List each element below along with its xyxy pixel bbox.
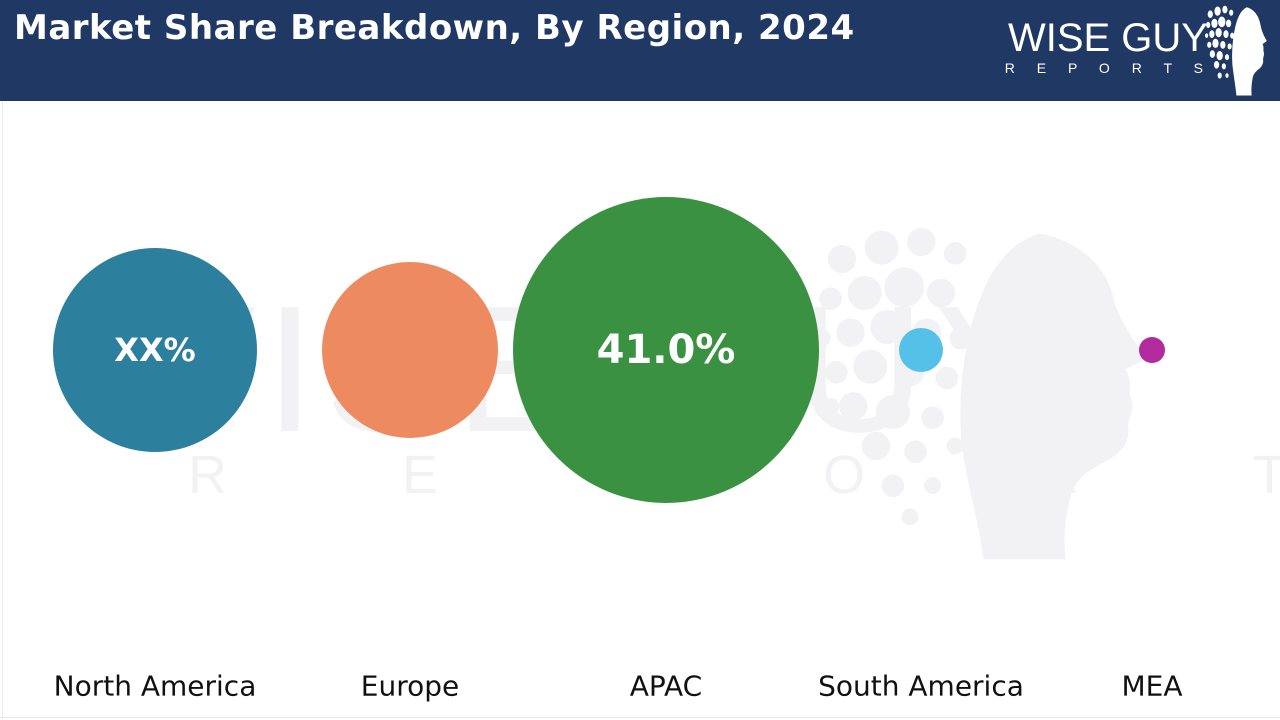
category-label-apac: APAC bbox=[629, 669, 703, 703]
chart-bottom-spine bbox=[0, 717, 1280, 718]
bubble-north-america: XX% bbox=[53, 248, 257, 452]
chart-left-spine bbox=[2, 101, 3, 718]
category-label-south-america: South America bbox=[818, 669, 1024, 703]
brand-subtitle: R E P O R T S bbox=[1004, 60, 1212, 76]
category-label-north-america: North America bbox=[53, 669, 257, 703]
bubble-apac: 41.0% bbox=[513, 197, 819, 503]
wise-guy-face-icon bbox=[1205, 5, 1267, 96]
bubble-europe bbox=[322, 262, 498, 438]
category-label-europe: Europe bbox=[360, 669, 460, 703]
bubble-mea bbox=[1139, 337, 1165, 363]
brand-logo: WISE GUY R E P O R T S bbox=[1005, 0, 1270, 101]
header: Market Share Breakdown, By Region, 2024 … bbox=[0, 0, 1280, 101]
bubble-value-label: 41.0% bbox=[596, 327, 736, 373]
category-label-mea: MEA bbox=[1121, 669, 1183, 703]
bubble-south-america bbox=[899, 328, 943, 372]
bubble-value-label: XX% bbox=[114, 331, 196, 369]
page-title: Market Share Breakdown, By Region, 2024 bbox=[14, 8, 855, 48]
watermark-face-icon bbox=[813, 227, 1148, 560]
brand-name: WISE GUY bbox=[1007, 16, 1208, 60]
